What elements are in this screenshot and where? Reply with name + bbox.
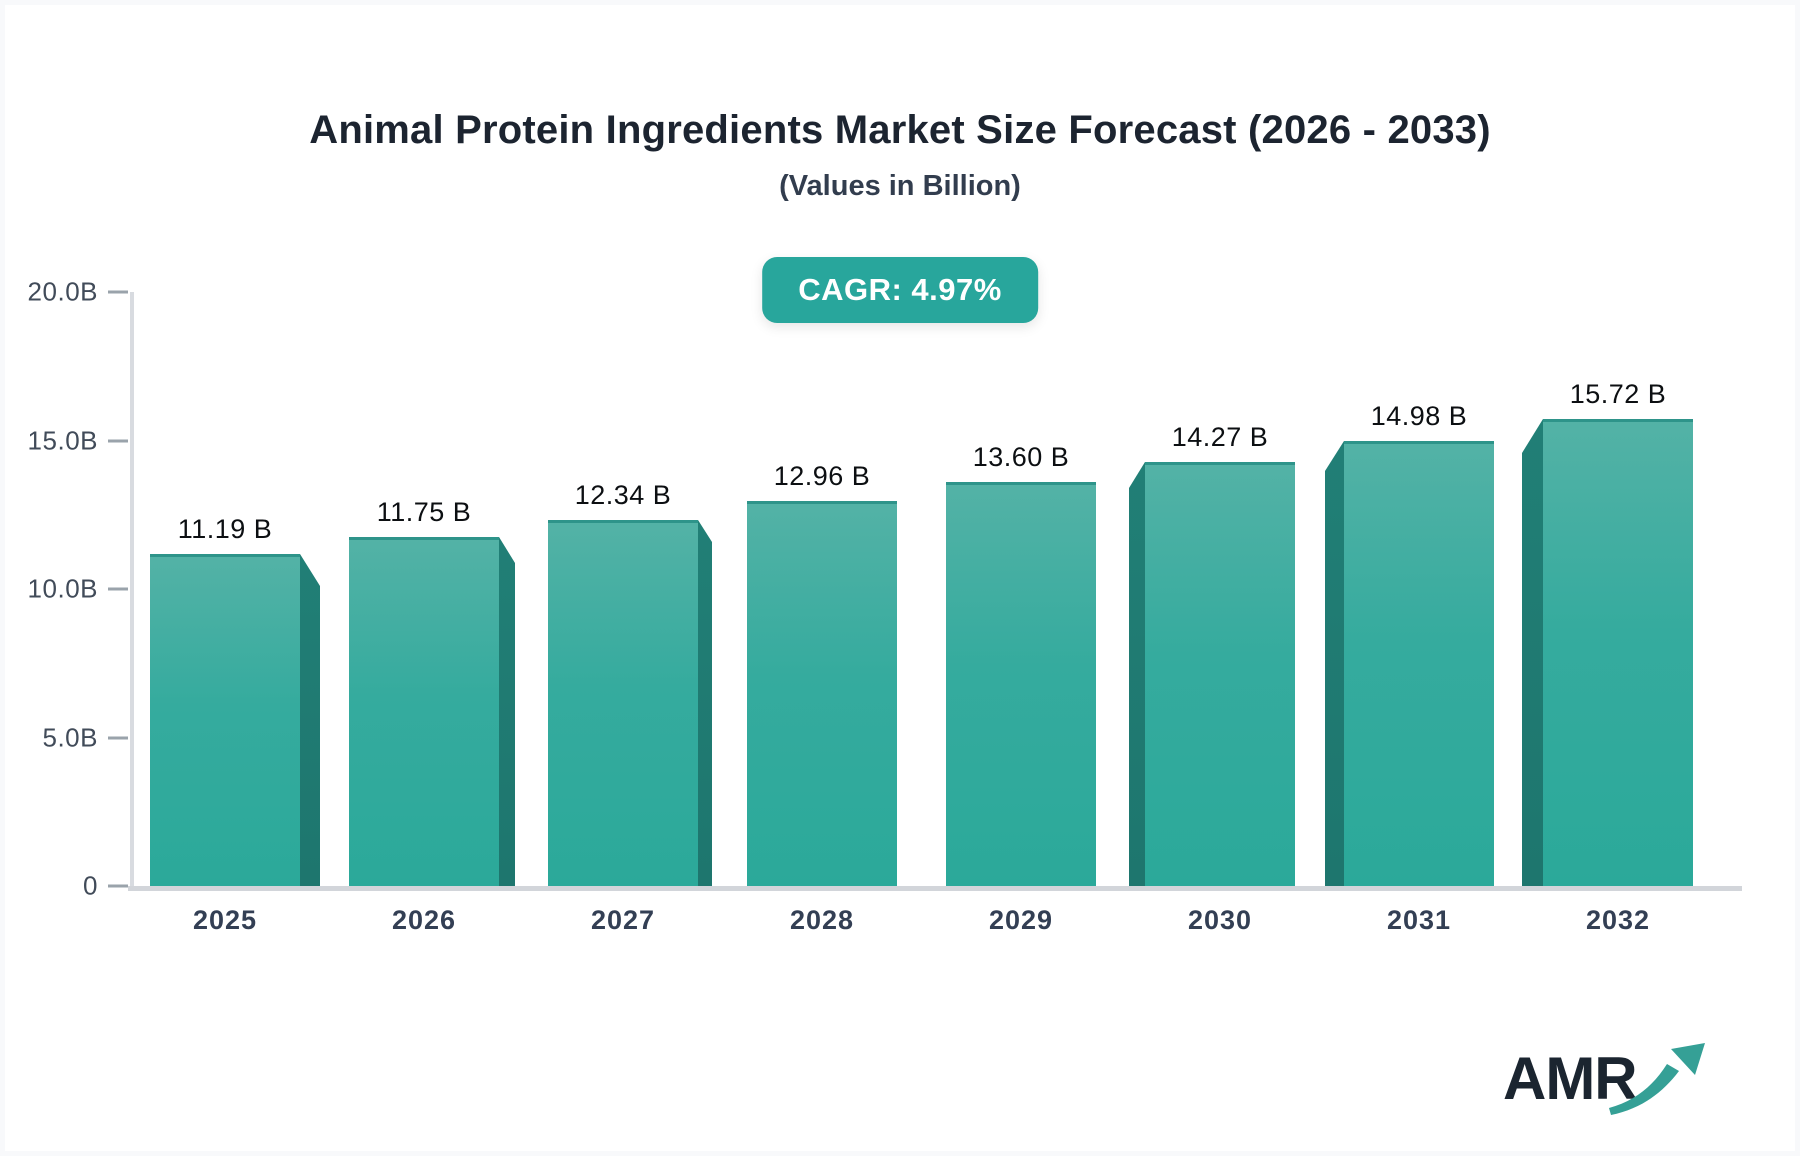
y-axis-tick-mark: [108, 439, 128, 442]
bar-value-label: 15.72 B: [1569, 379, 1667, 409]
bar-3d-side-face: [1325, 441, 1344, 886]
y-axis-tick-label: 15.0B: [27, 425, 98, 455]
arrow-swoosh-icon: [1609, 1064, 1679, 1115]
bar-3d-side-face: [1129, 462, 1145, 886]
amr-logo-text: AMR: [1503, 1045, 1637, 1112]
chart-card: Animal Protein Ingredients Market Size F…: [5, 5, 1795, 1151]
bar-value-label: 12.34 B: [574, 480, 672, 510]
x-axis-category-label: 2027: [590, 905, 656, 935]
bar-2032[interactable]: [1543, 419, 1693, 886]
y-axis-tick-label: 5.0B: [42, 722, 98, 752]
chart-title: Animal Protein Ingredients Market Size F…: [309, 108, 1491, 152]
x-axis-line: [128, 886, 1742, 891]
x-axis-category-label: 2031: [1386, 905, 1452, 935]
amr-logo: AMR: [1503, 1043, 1705, 1115]
arrow-head-icon: [1671, 1043, 1705, 1075]
bar-value-label: 14.98 B: [1370, 401, 1468, 431]
bar-2031[interactable]: [1344, 441, 1494, 886]
bar-chart-plot-area: 20.0B 15.0B 10.0B 5.0B 0 11.19 B 2025 11.75 B 20…: [5, 5, 1795, 1151]
bar-value-label: 12.96 B: [773, 461, 871, 491]
y-axis-tick-mark: [108, 884, 128, 888]
bar-2025[interactable]: [150, 554, 300, 886]
bar-value-label: 11.75 B: [376, 497, 472, 527]
x-axis-category-label: 2032: [1585, 905, 1651, 935]
cagr-badge: CAGR: 4.97%: [762, 257, 1038, 323]
chart-subtitle: (Values in Billion): [779, 170, 1021, 202]
bar-2026[interactable]: [349, 537, 499, 886]
bar-value-label: 13.60 B: [972, 442, 1070, 472]
y-axis-tick-mark: [108, 290, 128, 294]
bar-value-label: 14.27 B: [1171, 422, 1269, 452]
x-axis-category-label: 2026: [391, 905, 457, 935]
bar-3d-side-face: [698, 520, 712, 886]
bar-3d-side-face: [499, 537, 515, 886]
x-axis-category-label: 2029: [988, 905, 1054, 935]
bar-value-label: 11.19 B: [177, 514, 273, 544]
x-axis-category-label: 2030: [1187, 905, 1253, 935]
bar-2030[interactable]: [1145, 462, 1295, 886]
x-axis-category-label: 2025: [192, 905, 258, 935]
y-axis-line: [130, 292, 134, 891]
y-axis-tick-label: 0: [83, 870, 98, 901]
bar-2027[interactable]: [548, 520, 698, 886]
bar-3d-side-face: [300, 554, 320, 886]
x-axis-category-label: 2028: [789, 905, 855, 935]
bar-2028[interactable]: [747, 501, 897, 886]
y-axis-tick-label: 10.0B: [27, 573, 98, 604]
bar-2029[interactable]: [946, 482, 1096, 886]
y-axis-tick-mark: [108, 736, 128, 739]
y-axis-tick-label: 20.0B: [27, 276, 98, 307]
y-axis-tick-mark: [108, 587, 128, 591]
bar-3d-side-face: [1522, 419, 1543, 886]
